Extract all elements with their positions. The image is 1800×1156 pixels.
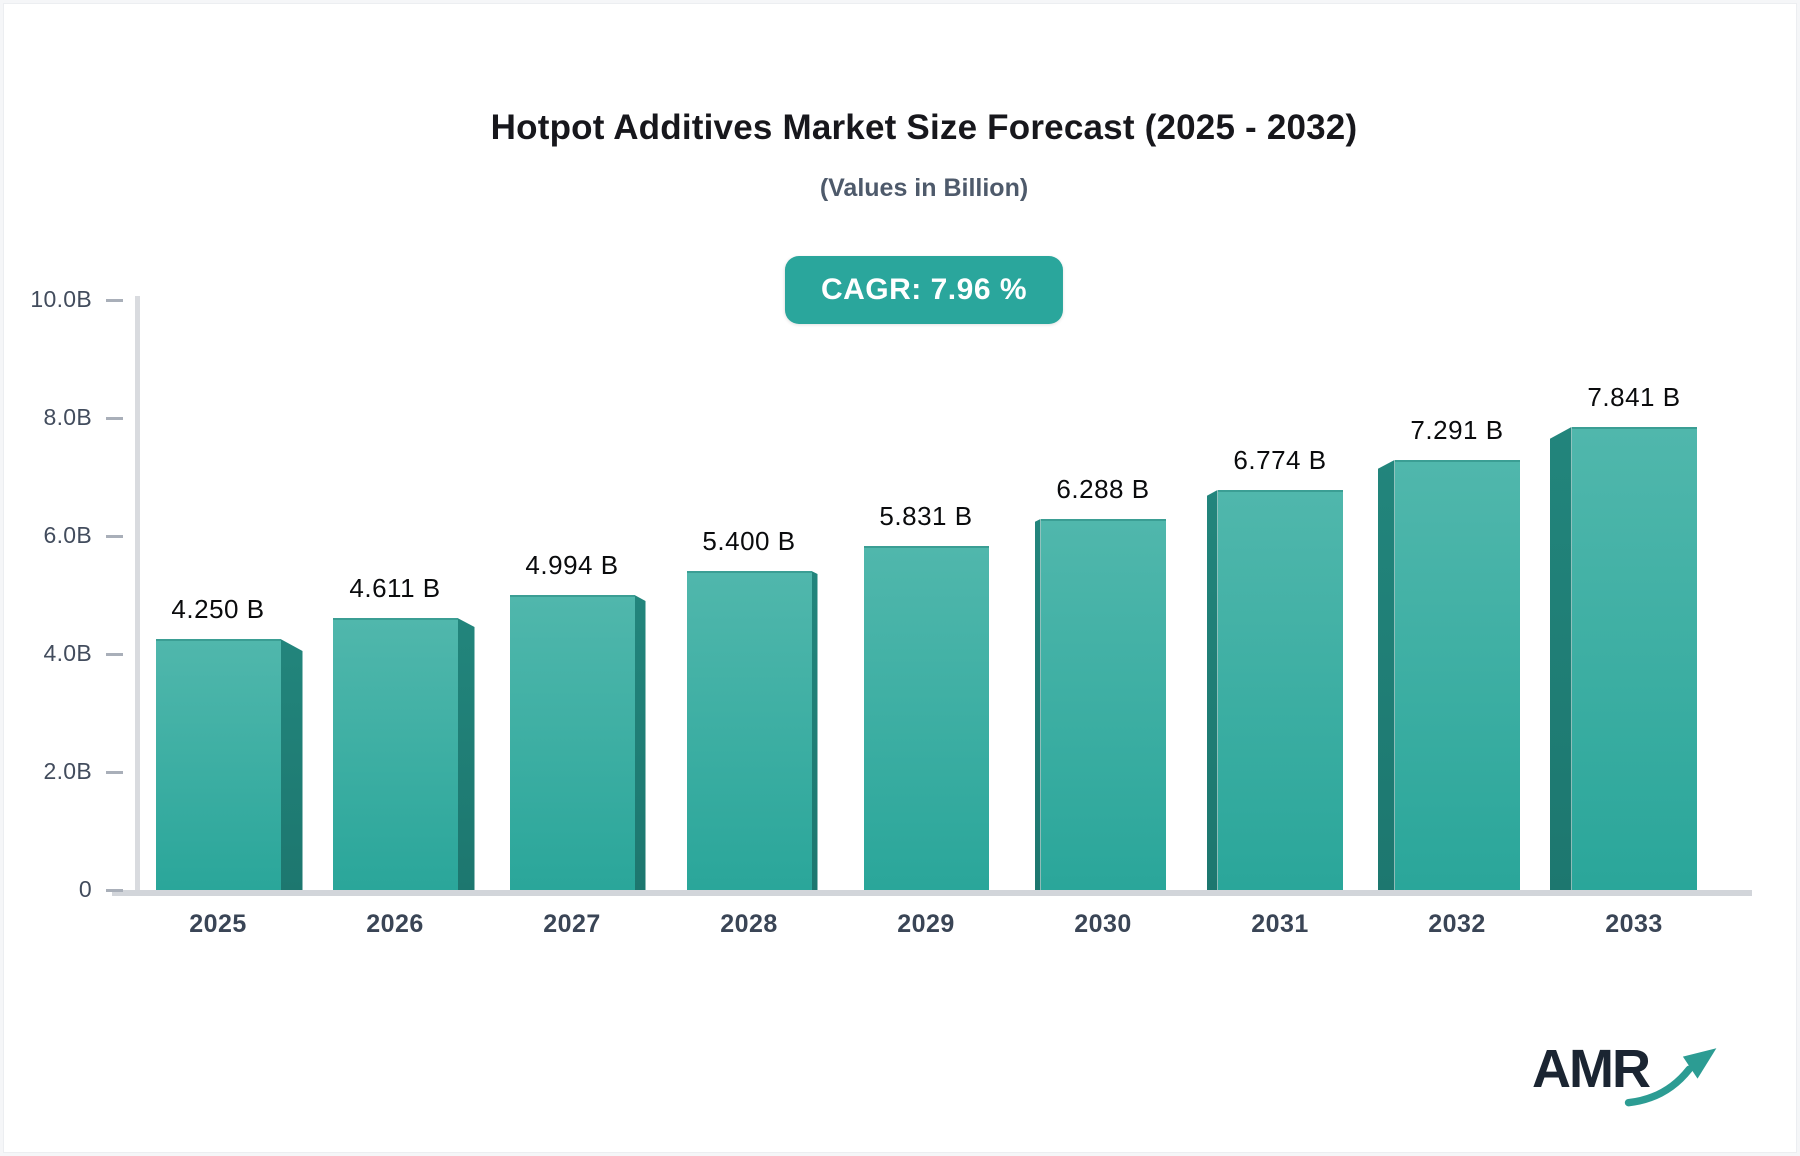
bar-value-label: 5.831 B bbox=[879, 501, 973, 531]
x-tick-label: 2031 bbox=[1251, 910, 1309, 938]
x-tick-label: 2028 bbox=[720, 910, 778, 938]
y-axis-line bbox=[135, 296, 140, 890]
y-tick-label: 0 bbox=[78, 876, 92, 902]
y-tick-label: 4.0B bbox=[43, 640, 92, 666]
bar bbox=[509, 595, 635, 890]
bar bbox=[686, 571, 812, 890]
bar-3d-side bbox=[280, 639, 303, 890]
bar-value-label: 7.841 B bbox=[1587, 382, 1681, 412]
y-tick-mark bbox=[106, 299, 123, 302]
bar-3d-side bbox=[1377, 460, 1395, 890]
chart-subtitle: (Values in Billion) bbox=[819, 174, 1029, 202]
bar-value-label: 7.291 B bbox=[1410, 415, 1504, 445]
x-tick-label: 2025 bbox=[189, 910, 247, 938]
y-tick-mark bbox=[106, 889, 123, 892]
bar bbox=[1571, 427, 1697, 890]
y-tick-label: 8.0B bbox=[43, 404, 92, 430]
bar bbox=[155, 639, 281, 890]
y-tick-mark bbox=[106, 535, 123, 538]
bar-3d-side bbox=[457, 618, 475, 890]
bar-value-label: 4.994 B bbox=[525, 550, 619, 580]
bar bbox=[1040, 519, 1166, 890]
bar-value-label: 5.400 B bbox=[702, 526, 796, 556]
amr-logo: AMR bbox=[1532, 1038, 1722, 1118]
y-tick-mark bbox=[106, 771, 123, 774]
y-tick-label: 6.0B bbox=[43, 522, 92, 548]
bar-value-label: 4.250 B bbox=[171, 594, 265, 624]
chart-title: Hotpot Additives Market Size Forecast (2… bbox=[490, 108, 1358, 147]
x-tick-label: 2027 bbox=[543, 910, 601, 938]
bar bbox=[332, 618, 458, 890]
y-tick-label: 2.0B bbox=[43, 758, 92, 784]
chart-card: Hotpot Additives Market Size Forecast (2… bbox=[4, 4, 1796, 1152]
bar bbox=[1394, 460, 1520, 890]
cagr-badge: CAGR: 7.96 % bbox=[784, 256, 1064, 324]
bar-3d-side bbox=[1549, 427, 1572, 890]
bar-value-label: 6.288 B bbox=[1056, 474, 1150, 504]
bar-chart-plot-area: 0 2.0B 4.0B 6.0B 8.0B 10.0B 4.250 B 2025 4.611 B… bbox=[4, 4, 1796, 1152]
x-axis-baseline bbox=[112, 890, 1752, 896]
growth-arrow-icon bbox=[1624, 1048, 1717, 1107]
bar-3d-side bbox=[1206, 490, 1218, 890]
x-tick-label: 2032 bbox=[1428, 910, 1486, 938]
bar-value-label: 6.774 B bbox=[1233, 445, 1327, 475]
x-tick-label: 2029 bbox=[897, 910, 955, 938]
x-tick-label: 2033 bbox=[1605, 910, 1663, 938]
logo-text: AMR bbox=[1532, 1039, 1651, 1099]
bar-value-label: 4.611 B bbox=[349, 573, 441, 603]
y-tick-mark bbox=[106, 653, 123, 656]
x-tick-label: 2026 bbox=[366, 910, 424, 938]
bar-3d-side bbox=[811, 571, 818, 890]
y-tick-mark bbox=[106, 417, 123, 420]
bar bbox=[863, 546, 989, 890]
bar-3d-side bbox=[1034, 519, 1041, 890]
x-tick-label: 2030 bbox=[1074, 910, 1132, 938]
y-tick-label: 10.0B bbox=[30, 286, 92, 312]
bar bbox=[1217, 490, 1343, 890]
bar-3d-side bbox=[634, 595, 646, 890]
